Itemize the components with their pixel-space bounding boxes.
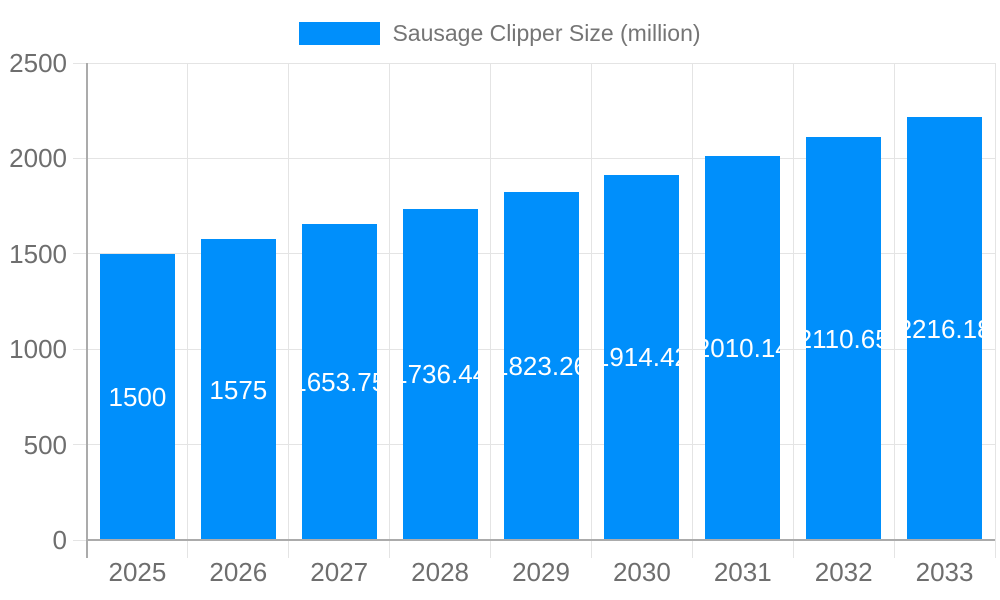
x-axis-label: 2026 [209, 557, 268, 587]
y-axis-label: 2500 [9, 48, 67, 78]
y-axis-label: 1500 [9, 238, 67, 269]
y-gridline [73, 62, 995, 64]
y-axis-label: 1000 [9, 334, 67, 365]
bar-value-label: 2216.18 [907, 313, 982, 344]
legend-label: Sausage Clipper Size (million) [392, 20, 701, 46]
x-axis-label: 2030 [612, 557, 671, 587]
bar-value-label: 1736.44 [403, 359, 478, 390]
x-gridline [691, 63, 693, 558]
bar-value-label: 2010.14 [705, 333, 780, 364]
y-axis-label: 500 [23, 429, 67, 460]
bar-value-label: 1823.26 [504, 351, 579, 382]
bar-2030[interactable]: 1914.42 [604, 174, 680, 540]
x-gridline [187, 63, 189, 558]
x-gridline [389, 63, 391, 558]
legend-marker [299, 22, 381, 45]
bar-2025[interactable]: 1500 [99, 253, 175, 540]
x-gridline [490, 63, 492, 558]
bar-2027[interactable]: 1653.75 [301, 224, 377, 540]
x-gridline [994, 63, 996, 558]
x-gridline [893, 63, 895, 558]
bar-2032[interactable]: 2110.65 [806, 137, 882, 540]
x-axis-label: 2031 [713, 557, 772, 587]
y-gridline [73, 157, 995, 159]
x-axis-label: 2028 [411, 557, 470, 587]
y-axis-label: 0 [52, 525, 67, 555]
x-gridline [288, 63, 290, 558]
bar-2033[interactable]: 2216.18 [907, 117, 983, 540]
x-axis-line [87, 539, 995, 541]
bar-2029[interactable]: 1823.26 [503, 192, 579, 540]
x-axis-label: 2032 [814, 557, 873, 587]
bar-value-label: 1653.75 [302, 367, 377, 398]
x-axis-label: 2029 [512, 557, 570, 587]
x-axis-label: 2033 [915, 557, 974, 587]
y-axis-line [86, 63, 88, 558]
bar-value-label: 2110.65 [806, 323, 881, 354]
bar-value-label: 1575 [209, 374, 268, 405]
x-gridline [590, 63, 592, 558]
legend-item[interactable]: Sausage Clipper Size (million) [0, 20, 1000, 47]
bar-2031[interactable]: 2010.14 [705, 156, 781, 540]
bar-value-label: 1500 [108, 381, 167, 412]
bar-value-label: 1914.42 [604, 342, 679, 373]
x-gridline [792, 63, 794, 558]
x-axis-label: 2025 [108, 557, 167, 587]
bar-2026[interactable]: 1575 [200, 239, 276, 540]
bar-2028[interactable]: 1736.44 [402, 208, 478, 540]
x-axis-label: 2027 [310, 557, 369, 587]
y-axis-label: 2000 [9, 143, 67, 174]
